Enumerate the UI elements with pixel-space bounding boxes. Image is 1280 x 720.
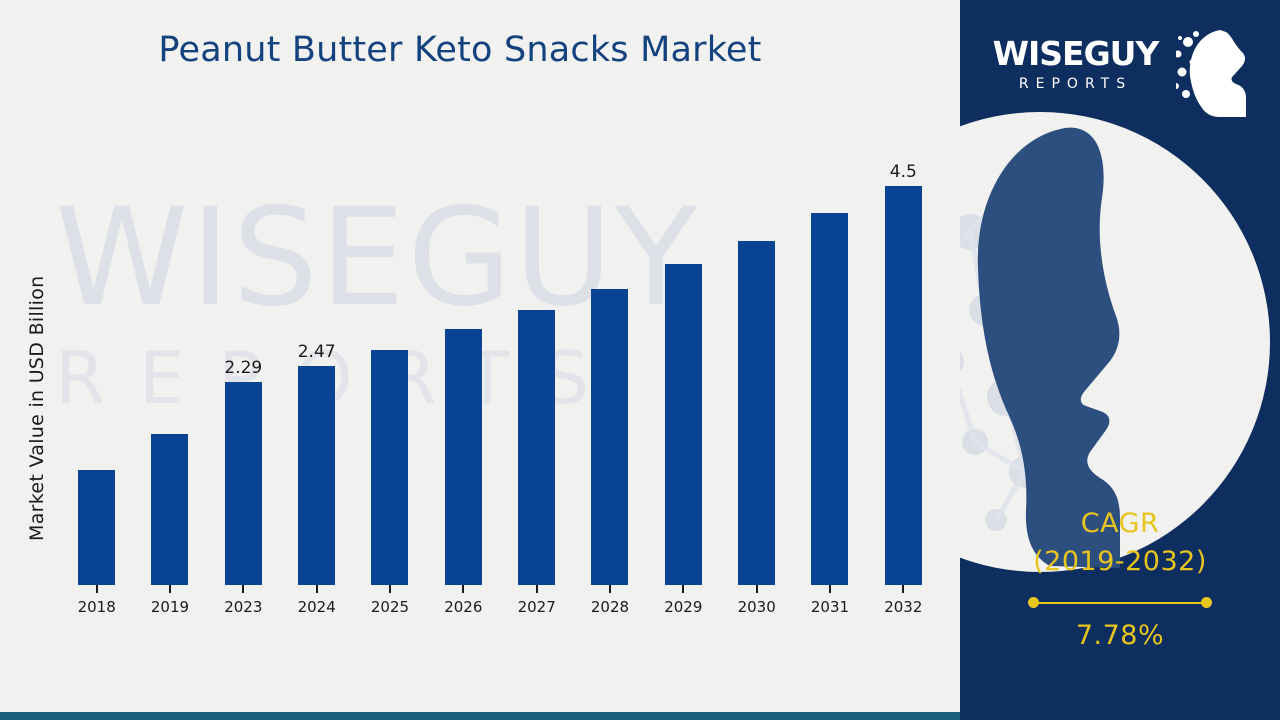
- x-axis-label: 2023: [224, 598, 263, 616]
- x-axis-label: 2028: [590, 598, 630, 616]
- bar: [811, 213, 849, 585]
- bar-value-label: 2.47: [297, 341, 336, 362]
- bar-group: 4.5 2032: [867, 150, 940, 616]
- bottom-accent-strip: [0, 712, 960, 720]
- bar: [224, 381, 262, 585]
- x-axis-label: 2030: [737, 598, 776, 616]
- x-axis-tick: [168, 585, 171, 593]
- x-axis-tick: [242, 585, 245, 593]
- cagr-range: (2019-2032): [1033, 546, 1207, 577]
- bar-value-label: 4.5: [889, 161, 917, 182]
- cagr-title: CAGR: [1080, 508, 1160, 539]
- bar: [664, 263, 702, 585]
- bar: [151, 434, 189, 585]
- divider-dot-right: [1201, 597, 1212, 608]
- bar-group: 2029: [647, 150, 720, 616]
- bar: [518, 309, 556, 585]
- brand-panel: WISEGUY REPORTS CAGR (2019-2032) 7.78%: [960, 0, 1280, 720]
- x-axis-tick: [755, 585, 758, 593]
- bar-group: 2018: [60, 150, 133, 616]
- bar-group: 2027: [500, 150, 573, 616]
- x-axis-tick: [315, 585, 318, 593]
- chart-panel: WISEGUY REPORTS Peanut Butter Keto Snack…: [0, 30, 960, 720]
- logo-wordmark: WISEGUY: [992, 34, 1160, 73]
- x-axis-tick: [388, 585, 391, 593]
- x-axis-label: 2019: [150, 598, 190, 616]
- bar: [591, 288, 629, 585]
- x-axis-tick: [95, 585, 98, 593]
- bar-value-label: 2.29: [224, 357, 263, 378]
- bar: [738, 241, 776, 585]
- cagr-value: 7.78%: [1075, 620, 1165, 651]
- x-axis-label: 2018: [77, 598, 116, 616]
- bar: [371, 349, 409, 585]
- x-axis-tick: [828, 585, 831, 593]
- cagr-divider: [1028, 597, 1212, 608]
- bar-group: 2031: [793, 150, 866, 616]
- logo-subtitle: REPORTS: [1018, 76, 1133, 92]
- x-axis-label: 2026: [444, 598, 483, 616]
- bar: [298, 365, 336, 585]
- y-axis-title: Market Value in USD Billion: [26, 275, 48, 541]
- bar: [884, 185, 922, 585]
- x-axis-label: 2029: [664, 598, 703, 616]
- cagr-block: CAGR (2019-2032) 7.78%: [960, 505, 1280, 651]
- x-axis-label: 2031: [810, 598, 850, 616]
- x-axis-tick: [682, 585, 685, 593]
- x-axis-label: 2027: [517, 598, 556, 616]
- x-axis-label: 2025: [370, 598, 410, 616]
- bar-group: 2028: [573, 150, 646, 616]
- bar-group: 2025: [353, 150, 426, 616]
- bar: [444, 329, 482, 585]
- chart-title: Peanut Butter Keto Snacks Market: [158, 30, 762, 70]
- bar-group: 2.47 2024: [280, 150, 353, 616]
- logo-face-icon: [1176, 30, 1246, 117]
- bar: [78, 469, 116, 585]
- plot-area: 2018 2019 2.29 2023 2.47 2024 2025 2026 2027 2028…: [60, 150, 940, 616]
- head-silhouette-icon: [977, 127, 1120, 568]
- x-axis-tick: [902, 585, 905, 593]
- x-axis-label: 2024: [297, 598, 336, 616]
- x-axis-tick: [462, 585, 465, 593]
- brand-logo: WISEGUY REPORTS: [960, 28, 1280, 118]
- bar-group: 2019: [133, 150, 206, 616]
- x-axis-tick: [535, 585, 538, 593]
- bar-group: 2030: [720, 150, 793, 616]
- bar-group: 2.29 2023: [207, 150, 280, 616]
- x-axis-tick: [608, 585, 611, 593]
- bar-group: 2026: [427, 150, 500, 616]
- divider-line: [1033, 602, 1207, 604]
- x-axis-label: 2032: [884, 598, 923, 616]
